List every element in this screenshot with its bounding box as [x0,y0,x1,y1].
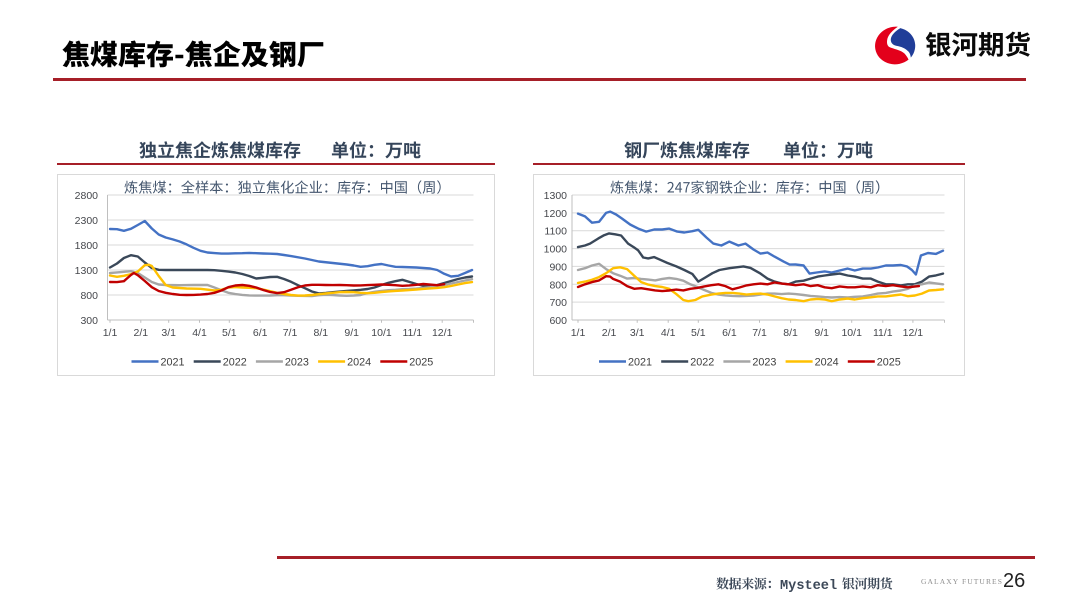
svg-text:800: 800 [80,290,98,302]
svg-text:600: 600 [549,315,567,327]
svg-text:2023: 2023 [285,357,309,369]
svg-text:11/1: 11/1 [402,327,422,339]
svg-text:11/1: 11/1 [873,327,893,339]
svg-text:1800: 1800 [75,240,99,252]
svg-text:4/1: 4/1 [192,327,207,339]
svg-text:2025: 2025 [877,357,901,369]
svg-text:5/1: 5/1 [222,327,237,339]
svg-text:6/1: 6/1 [253,327,268,339]
svg-text:1200: 1200 [544,208,568,220]
svg-text:12/1: 12/1 [903,327,924,339]
svg-text:2022: 2022 [690,357,714,369]
svg-text:700: 700 [549,297,567,309]
svg-text:9/1: 9/1 [344,327,359,339]
svg-text:2021: 2021 [628,357,652,369]
svg-text:2800: 2800 [75,190,99,202]
svg-text:7/1: 7/1 [752,327,767,339]
svg-text:2025: 2025 [409,357,433,369]
svg-text:900: 900 [549,261,567,273]
svg-text:1000: 1000 [544,244,568,256]
svg-text:Mysteel: Mysteel [780,579,837,594]
svg-text:1/1: 1/1 [103,327,118,339]
svg-text:2024: 2024 [347,357,371,369]
svg-text:300: 300 [80,315,98,327]
svg-text:10/1: 10/1 [841,327,862,339]
svg-text:3/1: 3/1 [161,327,176,339]
svg-text:8/1: 8/1 [313,327,328,339]
svg-text:2/1: 2/1 [133,327,148,339]
svg-text:10/1: 10/1 [371,327,392,339]
svg-text:2021: 2021 [161,357,185,369]
svg-text:4/1: 4/1 [661,327,676,339]
svg-text:12/1: 12/1 [432,327,453,339]
svg-text:5/1: 5/1 [691,327,706,339]
svg-text:2/1: 2/1 [602,327,617,339]
svg-text:1/1: 1/1 [571,327,586,339]
svg-text:2022: 2022 [223,357,247,369]
svg-text:2024: 2024 [815,357,839,369]
svg-text:6/1: 6/1 [722,327,737,339]
svg-text:3/1: 3/1 [630,327,645,339]
svg-text:1300: 1300 [75,265,99,277]
svg-text:800: 800 [549,279,567,291]
svg-text:8/1: 8/1 [783,327,798,339]
svg-text:1300: 1300 [544,190,568,202]
svg-text:9/1: 9/1 [814,327,829,339]
svg-text:1100: 1100 [544,226,567,238]
svg-text:7/1: 7/1 [283,327,298,339]
svg-text:2300: 2300 [75,215,99,227]
svg-text:2023: 2023 [752,357,776,369]
